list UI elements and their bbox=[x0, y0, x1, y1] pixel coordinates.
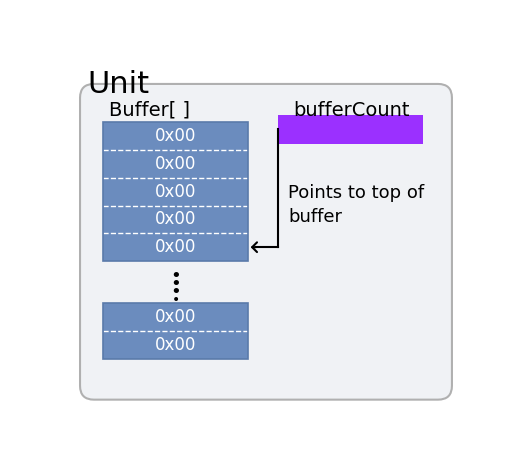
Bar bbox=[103, 304, 248, 359]
Text: •: • bbox=[170, 283, 181, 301]
Text: •: • bbox=[170, 267, 181, 285]
Text: bufferCount: bufferCount bbox=[293, 101, 409, 120]
Text: •: • bbox=[170, 275, 181, 293]
Bar bbox=[278, 115, 422, 144]
Text: 0x00: 0x00 bbox=[155, 183, 196, 201]
Text: 0x00: 0x00 bbox=[155, 210, 196, 228]
Text: Unit: Unit bbox=[88, 70, 150, 99]
Text: 0x00: 0x00 bbox=[155, 238, 196, 256]
Bar bbox=[103, 123, 248, 261]
Text: •: • bbox=[171, 293, 180, 306]
Text: 0x00: 0x00 bbox=[155, 308, 196, 326]
Text: 0x00: 0x00 bbox=[155, 336, 196, 354]
Text: 0x00: 0x00 bbox=[155, 127, 196, 145]
Bar bbox=[103, 123, 248, 261]
Bar bbox=[103, 304, 248, 359]
FancyBboxPatch shape bbox=[80, 84, 452, 399]
Text: Buffer[ ]: Buffer[ ] bbox=[108, 101, 189, 120]
Text: 0x00: 0x00 bbox=[155, 155, 196, 173]
Text: Points to top of
buffer: Points to top of buffer bbox=[288, 184, 424, 226]
